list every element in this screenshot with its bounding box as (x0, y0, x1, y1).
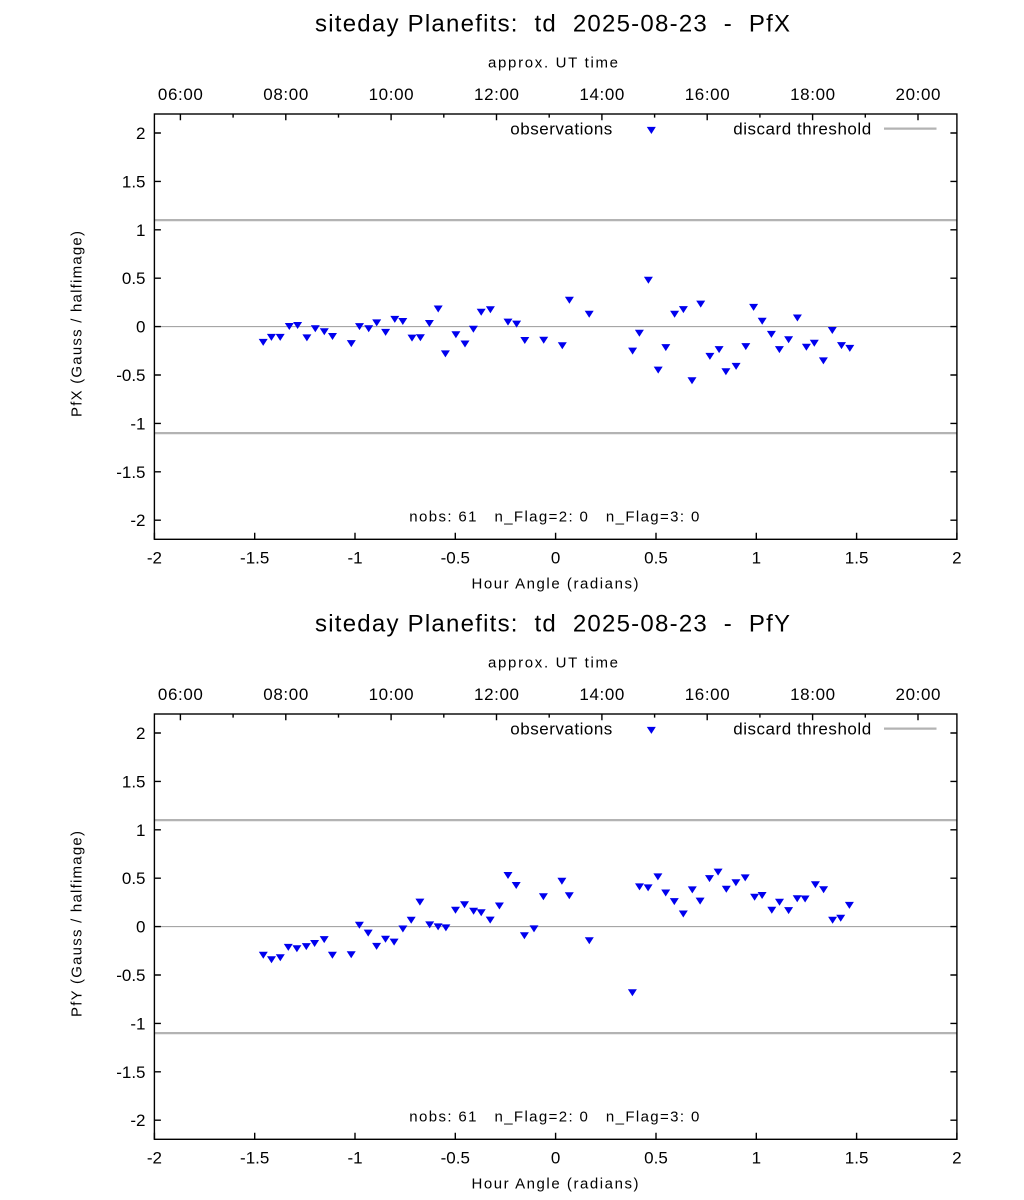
svg-text:2: 2 (136, 124, 145, 143)
svg-text:observations: observations (510, 719, 612, 738)
svg-text:observations: observations (510, 119, 612, 138)
svg-text:14:00: 14:00 (579, 85, 624, 104)
svg-text:2: 2 (952, 1149, 961, 1168)
svg-text:siteday Planefits: td 2025-0: siteday Planefits: td 2025-08-23 - PfX (315, 11, 790, 38)
svg-text:06:00: 06:00 (158, 685, 203, 704)
svg-text:0: 0 (551, 549, 560, 568)
svg-text:06:00: 06:00 (158, 85, 203, 104)
svg-text:-1.5: -1.5 (240, 1149, 269, 1168)
svg-text:discard threshold: discard threshold (733, 119, 871, 138)
svg-text:1.5: 1.5 (845, 1149, 869, 1168)
svg-text:-1: -1 (347, 1149, 362, 1168)
svg-text:10:00: 10:00 (369, 85, 414, 104)
svg-text:-1: -1 (347, 549, 362, 568)
svg-text:2: 2 (952, 549, 961, 568)
svg-text:-1.5: -1.5 (116, 1063, 145, 1082)
svg-text:-2: -2 (147, 1149, 162, 1168)
svg-text:approx. UT time: approx. UT time (488, 54, 618, 71)
svg-text:nobs: 61 n_Flag=2: 0 n_Fla: nobs: 61 n_Flag=2: 0 n_Flag=3: 0 (409, 508, 699, 525)
svg-text:0: 0 (136, 918, 145, 937)
svg-text:1: 1 (136, 821, 145, 840)
svg-text:1: 1 (752, 1149, 761, 1168)
svg-text:Hour Angle (radians): Hour Angle (radians) (472, 1176, 639, 1193)
svg-text:1.5: 1.5 (845, 549, 869, 568)
svg-text:-2: -2 (130, 511, 145, 530)
svg-text:0.5: 0.5 (122, 869, 146, 888)
svg-text:-2: -2 (130, 1111, 145, 1130)
svg-text:0: 0 (551, 1149, 560, 1168)
svg-text:08:00: 08:00 (263, 685, 308, 704)
svg-text:approx. UT time: approx. UT time (488, 654, 618, 671)
svg-text:nobs: 61 n_Flag=2: 0 n_Fla: nobs: 61 n_Flag=2: 0 n_Flag=3: 0 (409, 1108, 699, 1125)
svg-text:20:00: 20:00 (896, 685, 941, 704)
svg-text:-1: -1 (130, 414, 145, 433)
svg-text:1: 1 (752, 549, 761, 568)
svg-text:-0.5: -0.5 (441, 549, 470, 568)
svg-text:12:00: 12:00 (474, 85, 519, 104)
svg-text:20:00: 20:00 (896, 85, 941, 104)
svg-text:Hour Angle (radians): Hour Angle (radians) (472, 576, 639, 593)
svg-text:08:00: 08:00 (263, 85, 308, 104)
svg-text:siteday Planefits: td 2025-0: siteday Planefits: td 2025-08-23 - PfY (315, 611, 790, 638)
svg-text:16:00: 16:00 (685, 685, 730, 704)
svg-text:PfX (Gauss / halfimage): PfX (Gauss / halfimage) (69, 231, 86, 417)
svg-text:-1: -1 (130, 1014, 145, 1033)
svg-text:-1.5: -1.5 (116, 463, 145, 482)
svg-text:discard threshold: discard threshold (733, 719, 871, 738)
svg-text:0: 0 (136, 318, 145, 337)
svg-text:18:00: 18:00 (790, 85, 835, 104)
svg-text:1: 1 (136, 221, 145, 240)
svg-text:18:00: 18:00 (790, 685, 835, 704)
svg-text:-0.5: -0.5 (441, 1149, 470, 1168)
svg-text:1.5: 1.5 (122, 172, 146, 191)
svg-text:14:00: 14:00 (579, 685, 624, 704)
svg-text:0.5: 0.5 (122, 269, 146, 288)
svg-text:0.5: 0.5 (644, 1149, 668, 1168)
svg-text:10:00: 10:00 (369, 685, 414, 704)
svg-text:2: 2 (136, 724, 145, 743)
svg-text:0.5: 0.5 (644, 549, 668, 568)
svg-text:-2: -2 (147, 549, 162, 568)
svg-text:12:00: 12:00 (474, 685, 519, 704)
svg-text:1.5: 1.5 (122, 772, 146, 791)
svg-text:-0.5: -0.5 (116, 366, 145, 385)
svg-text:-0.5: -0.5 (116, 966, 145, 985)
svg-text:16:00: 16:00 (685, 85, 730, 104)
svg-text:-1.5: -1.5 (240, 549, 269, 568)
